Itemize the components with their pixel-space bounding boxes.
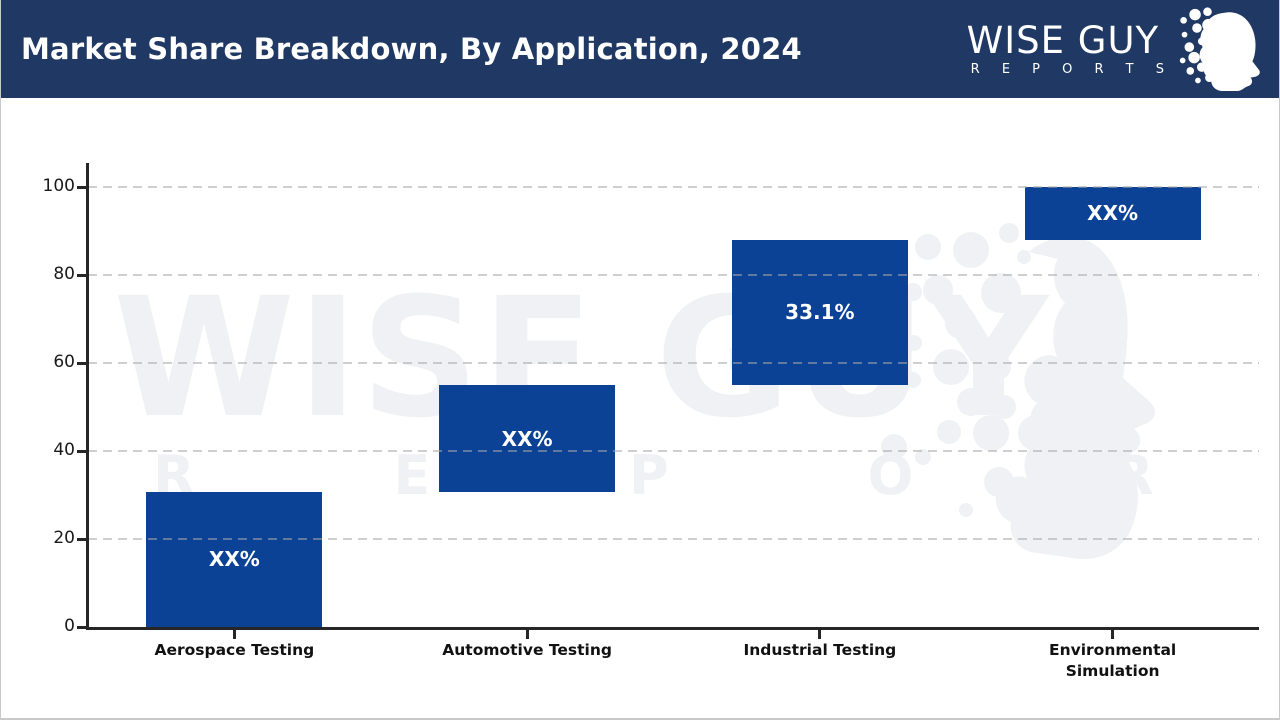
brand-head-icon xyxy=(1179,7,1260,92)
y-tick-mark xyxy=(77,626,86,629)
x-tick-label: Environmental Simulation xyxy=(1049,641,1177,681)
bar-value-label: XX% xyxy=(208,547,260,572)
y-axis-line xyxy=(86,163,89,630)
header-bar: Market Share Breakdown, By Application, … xyxy=(1,0,1279,98)
y-tick-label: 60 xyxy=(53,352,75,373)
x-tick-label: Industrial Testing xyxy=(743,641,897,659)
y-tick-label: 0 xyxy=(64,616,75,636)
x-tick-mark xyxy=(818,630,822,639)
bar-segment: XX% xyxy=(146,491,323,627)
gridline xyxy=(88,274,1259,277)
watermark-head-graphic xyxy=(881,223,1155,560)
y-tick-label: 100 xyxy=(42,176,75,197)
bar-value-label: XX% xyxy=(1087,201,1139,226)
brand-logo-text: WISE GUY R E P O R T S xyxy=(967,22,1173,76)
brand-logo: WISE GUY R E P O R T S xyxy=(967,5,1261,93)
y-tick-label: 80 xyxy=(53,264,75,285)
gridline xyxy=(88,186,1259,189)
y-tick-mark xyxy=(77,450,86,454)
y-tick-label: 20 xyxy=(53,528,75,549)
y-tick-mark xyxy=(77,274,86,278)
bar-value-label: XX% xyxy=(501,426,553,451)
y-tick-mark xyxy=(77,362,86,366)
y-tick-mark xyxy=(77,538,86,542)
x-tick-mark xyxy=(525,630,529,639)
x-tick-label: Aerospace Testing xyxy=(154,641,315,659)
bar-segment: XX% xyxy=(439,385,616,492)
bar-segment: XX% xyxy=(1024,187,1201,240)
page-title: Market Share Breakdown, By Application, … xyxy=(21,32,802,66)
x-tick-mark xyxy=(232,630,236,639)
gridline xyxy=(88,450,1259,453)
x-tick-mark xyxy=(1111,630,1115,639)
x-axis-line xyxy=(86,627,1259,630)
y-tick-label: 40 xyxy=(53,440,75,461)
gridline xyxy=(88,538,1259,541)
bar-segment: 33.1% xyxy=(731,239,908,386)
brand-name: WISE GUY xyxy=(966,19,1160,62)
gridline xyxy=(88,362,1259,365)
brand-subtitle: R E P O R T S xyxy=(970,62,1173,77)
x-tick-label: Automotive Testing xyxy=(442,641,612,659)
bar-value-label: 33.1% xyxy=(785,300,855,325)
y-tick-mark xyxy=(77,186,86,190)
plot-area: XX% XX% 33.1% XX% xyxy=(88,163,1259,627)
